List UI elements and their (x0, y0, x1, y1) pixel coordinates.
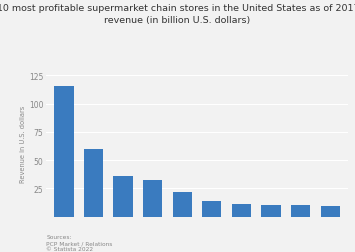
Bar (291, 205, 310, 217)
Bar (54, 86, 73, 217)
Bar (321, 206, 340, 217)
Bar (143, 180, 162, 217)
Bar (232, 204, 251, 217)
Bar (261, 205, 280, 217)
Text: Sources:
PCP Market / Relations
© Statista 2022: Sources: PCP Market / Relations © Statis… (46, 234, 113, 251)
Text: Top 10 most profitable supermarket chain stores in the United States as of 2017,: Top 10 most profitable supermarket chain… (0, 4, 355, 24)
Bar (84, 149, 103, 217)
Bar (114, 176, 133, 217)
Bar (202, 202, 222, 217)
Bar (173, 192, 192, 217)
Y-axis label: Revenue in U.S. dollars: Revenue in U.S. dollars (20, 105, 26, 182)
